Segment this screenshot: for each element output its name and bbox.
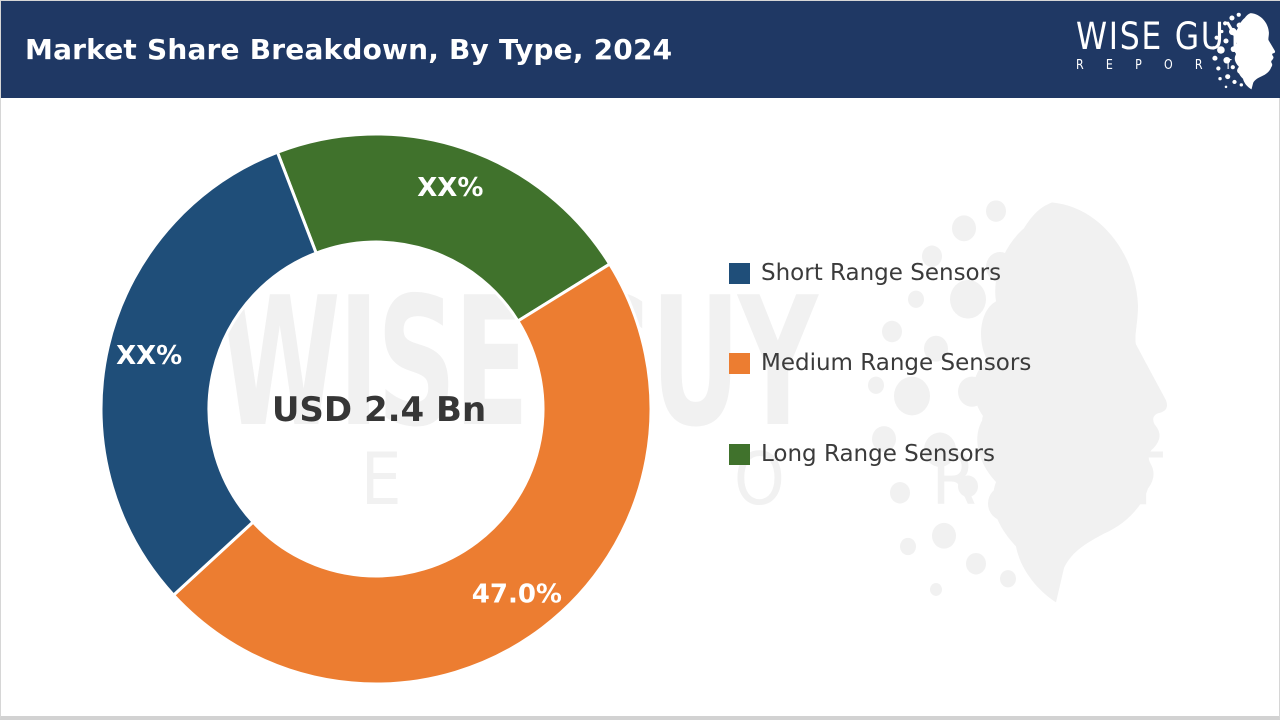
header-bar: Market Share Breakdown, By Type, 2024 WI…	[1, 1, 1280, 98]
legend-swatch-short-range	[729, 262, 750, 284]
slice-percentage-label: XX%	[417, 173, 483, 203]
legend-label: Long Range Sensors	[761, 441, 995, 467]
legend-item-short-range: Short Range Sensors	[729, 259, 1001, 287]
page-title: Market Share Breakdown, By Type, 2024	[25, 33, 673, 66]
slice-percentage-label: XX%	[116, 341, 182, 371]
legend-label: Short Range Sensors	[761, 260, 1002, 286]
legend-swatch-long-range	[729, 443, 750, 465]
wise-guy-reports-logo: WISE GUY R E P O R T S	[1031, 1, 1280, 98]
slice-medium-range-sensors	[172, 262, 653, 686]
slice-percentage-label: 47.0%	[472, 580, 562, 610]
legend-item-long-range: Long Range Sensors	[729, 440, 995, 468]
legend-label: Medium Range Sensors	[761, 350, 1032, 376]
donut-slices: XX% 47.0% XX%	[99, 132, 653, 686]
logo-dotface-icon	[1209, 9, 1277, 91]
slice-long-range-sensors	[275, 132, 612, 323]
legend-item-medium-range: Medium Range Sensors	[729, 349, 1031, 377]
logo-tagline: R E P O R T S	[1076, 58, 1271, 73]
legend-swatch-medium-range	[729, 352, 750, 374]
slice-short-range-sensors	[99, 150, 318, 597]
chart-center-value: USD 2.4 Bn	[272, 390, 486, 430]
